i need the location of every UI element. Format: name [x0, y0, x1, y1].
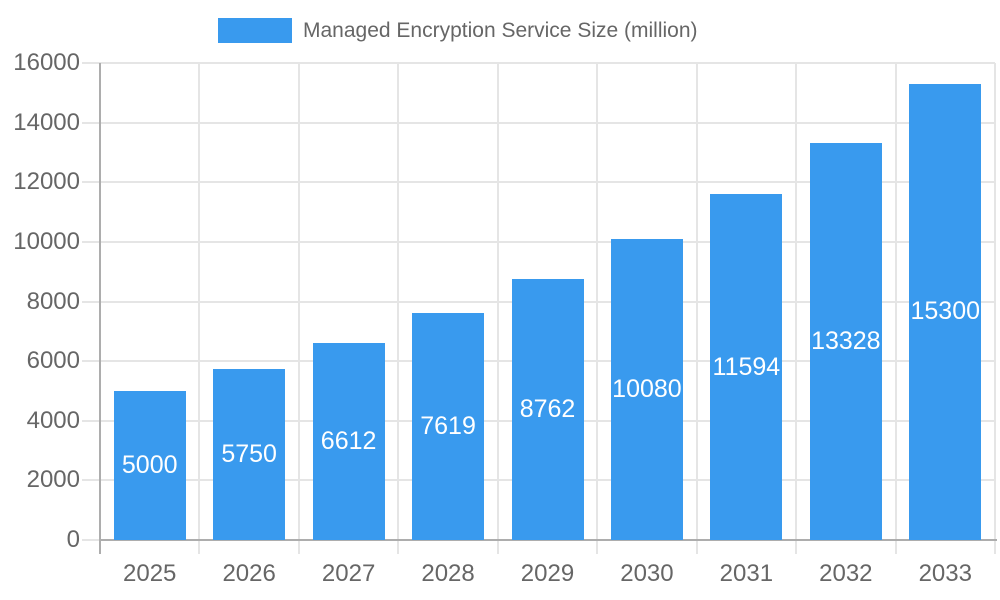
y-axis-tick	[82, 121, 100, 124]
y-tick-label: 14000	[13, 108, 80, 136]
x-gridline	[695, 63, 698, 540]
x-axis-tick	[397, 540, 400, 554]
x-gridline	[198, 63, 201, 540]
x-axis-line	[99, 539, 997, 541]
legend-swatch-icon	[218, 18, 292, 43]
x-tick-label: 2032	[819, 560, 873, 587]
bar[interactable]: 15300	[909, 83, 982, 540]
bar[interactable]: 6612	[312, 342, 385, 540]
x-axis-tick	[198, 540, 201, 554]
x-gridline	[795, 63, 798, 540]
y-tick-label: 6000	[26, 347, 80, 375]
x-tick-label: 2027	[321, 560, 376, 587]
y-tick-label: 16000	[13, 49, 80, 76]
x-axis-tick	[596, 540, 599, 554]
x-tick-label: 2033	[918, 560, 972, 587]
y-gridline	[100, 121, 995, 124]
bar-value-label: 7619	[420, 411, 476, 440]
bar[interactable]: 10080	[610, 239, 683, 540]
bar-value-label: 5750	[221, 439, 277, 468]
y-axis-line	[99, 63, 101, 554]
x-tick-label: 2026	[222, 560, 276, 587]
y-axis-tick	[82, 240, 100, 243]
bar[interactable]: 13328	[809, 142, 882, 540]
bar-value-label: 15300	[910, 297, 981, 326]
x-axis-tick	[795, 540, 798, 554]
x-axis-tick	[695, 540, 698, 554]
y-axis-tick	[82, 62, 100, 64]
y-axis-tick	[82, 300, 100, 303]
x-gridline	[894, 63, 897, 540]
x-tick-label: 2029	[520, 560, 575, 587]
x-gridline	[297, 63, 300, 540]
bar-value-label: 8762	[519, 394, 576, 423]
x-axis-tick	[496, 540, 499, 554]
y-axis-tick	[82, 539, 100, 541]
bar-value-label: 10080	[612, 375, 682, 404]
y-gridline	[100, 240, 995, 243]
y-axis-tick	[82, 360, 100, 363]
y-gridline	[100, 181, 995, 184]
x-tick-label: 2028	[421, 560, 475, 587]
bar-value-label: 13328	[811, 326, 881, 355]
y-axis-tick	[82, 419, 100, 422]
bar-value-label: 11594	[712, 352, 781, 381]
y-tick-label: 0	[66, 526, 80, 553]
bar-value-label: 6612	[320, 426, 377, 455]
x-gridline	[596, 63, 599, 540]
bar[interactable]: 5000	[113, 390, 186, 540]
bar-value-label: 5000	[121, 450, 178, 479]
y-axis-tick	[82, 181, 100, 184]
x-axis-tick	[994, 540, 996, 554]
legend-label: Managed Encryption Service Size (million…	[303, 19, 698, 42]
x-tick-label: 2030	[620, 560, 674, 587]
y-tick-label: 12000	[13, 168, 80, 196]
x-gridline	[994, 63, 996, 540]
x-axis-tick	[894, 540, 897, 554]
x-gridline	[397, 63, 400, 540]
y-axis-tick	[82, 479, 100, 482]
bar[interactable]: 8762	[511, 278, 584, 540]
y-tick-label: 2000	[26, 466, 80, 494]
y-gridline	[100, 62, 995, 64]
x-axis-tick	[297, 540, 300, 554]
x-tick-label: 2031	[719, 560, 774, 587]
bar[interactable]: 7619	[412, 312, 485, 540]
x-gridline	[496, 63, 499, 540]
bar[interactable]: 5750	[213, 368, 286, 540]
bar[interactable]: 11594	[710, 194, 783, 540]
chart-legend[interactable]: Managed Encryption Service Size (million…	[218, 18, 698, 43]
y-tick-label: 4000	[26, 406, 80, 434]
x-tick-label: 2025	[123, 560, 177, 587]
y-tick-label: 10000	[13, 227, 80, 255]
y-tick-label: 8000	[26, 287, 80, 315]
